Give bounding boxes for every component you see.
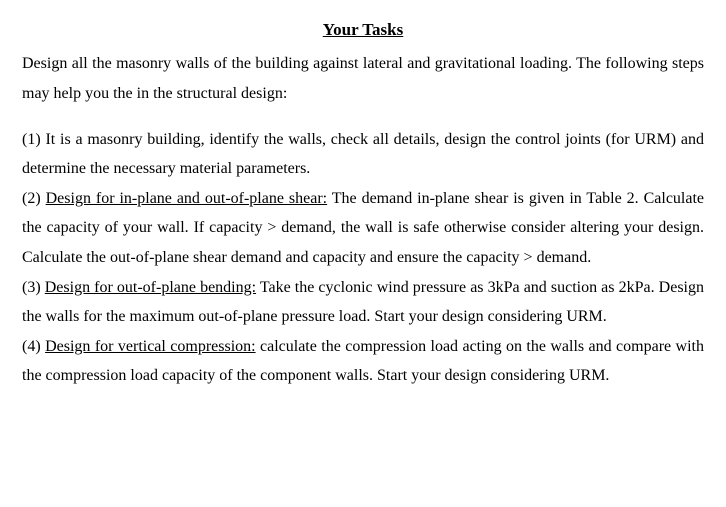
step-2: (2) Design for in-plane and out-of-plane…: [22, 184, 704, 273]
step-2-prefix: (2): [22, 190, 46, 207]
step-2-underlined: Design for in-plane and out-of-plane she…: [46, 190, 328, 207]
step-3-prefix: (3): [22, 279, 45, 296]
step-4-prefix: (4): [22, 338, 45, 355]
step-1: (1) It is a masonry building, identify t…: [22, 125, 704, 184]
intro-paragraph: Design all the masonry walls of the buil…: [22, 49, 704, 108]
step-4: (4) Design for vertical compression: cal…: [22, 332, 704, 391]
step-3: (3) Design for out-of-plane bending: Tak…: [22, 273, 704, 332]
step-4-underlined: Design for vertical compression:: [45, 338, 256, 355]
page-title: Your Tasks: [22, 14, 704, 45]
step-1-prefix: (1): [22, 131, 45, 148]
step-3-underlined: Design for out-of-plane bending:: [45, 279, 256, 296]
step-1-text: It is a masonry building, identify the w…: [22, 131, 704, 178]
